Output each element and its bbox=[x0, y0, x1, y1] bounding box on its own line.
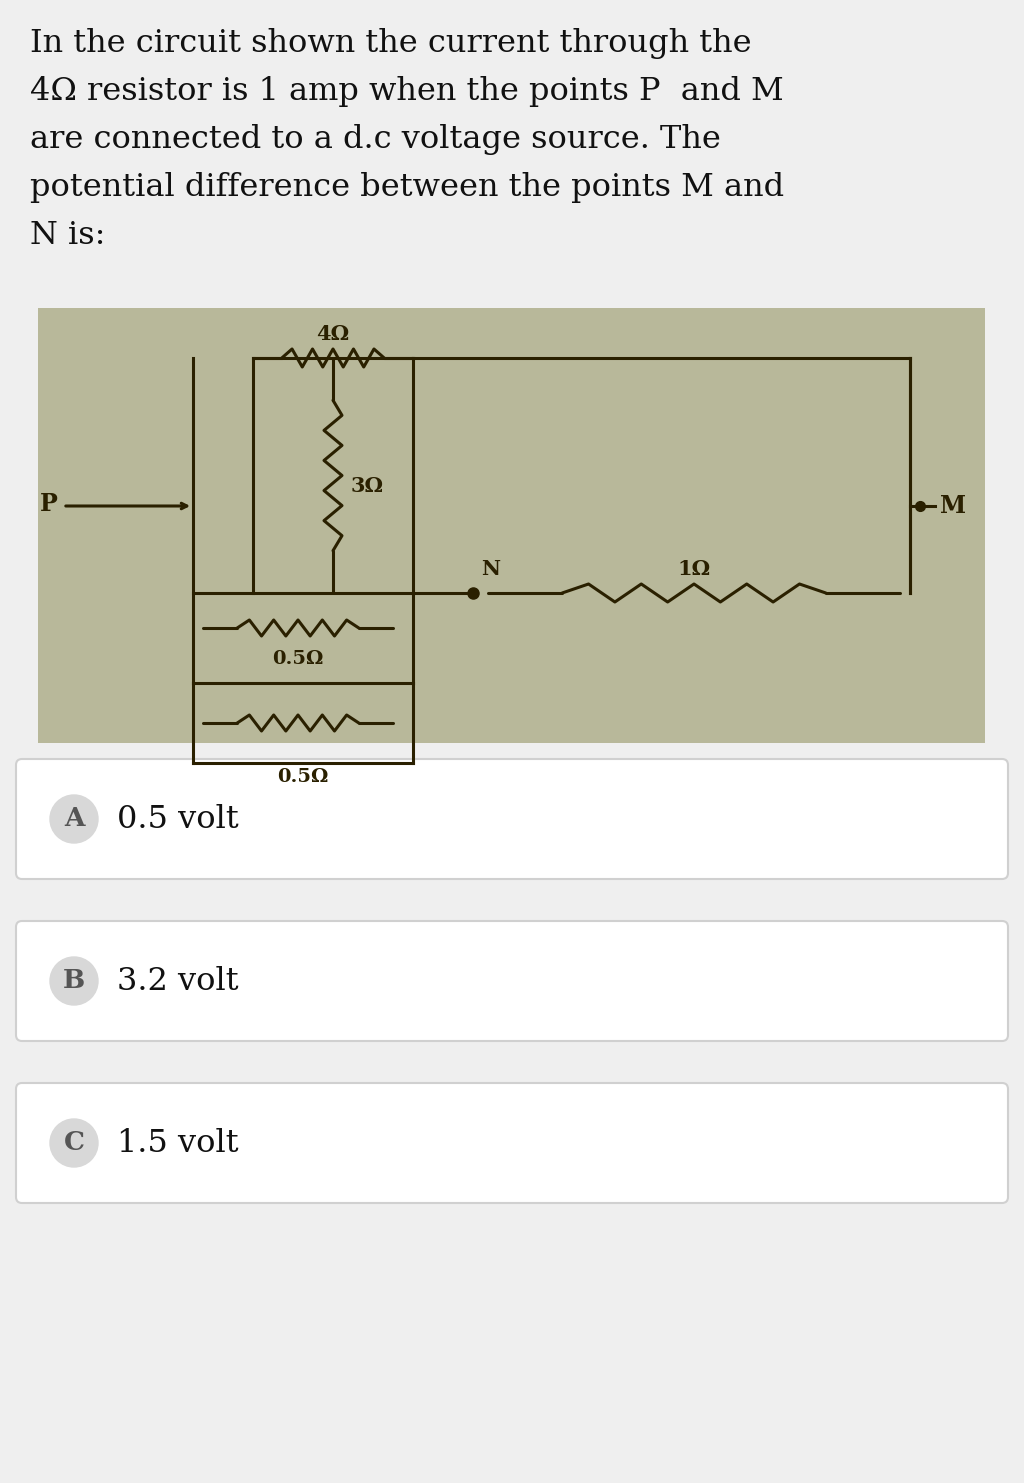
Text: 4Ω resistor is 1 amp when the points P  and M: 4Ω resistor is 1 amp when the points P a… bbox=[30, 76, 783, 107]
Text: 1Ω: 1Ω bbox=[677, 559, 711, 578]
Circle shape bbox=[50, 1120, 98, 1167]
FancyBboxPatch shape bbox=[16, 759, 1008, 879]
Bar bbox=[38, 308, 985, 743]
Circle shape bbox=[50, 957, 98, 1005]
Text: In the circuit shown the current through the: In the circuit shown the current through… bbox=[30, 28, 752, 59]
FancyBboxPatch shape bbox=[16, 921, 1008, 1041]
Text: potential difference between the points M and: potential difference between the points … bbox=[30, 172, 784, 203]
Text: C: C bbox=[63, 1130, 85, 1155]
Text: M: M bbox=[940, 494, 966, 518]
Text: 0.5Ω: 0.5Ω bbox=[272, 650, 324, 667]
Text: 4Ω: 4Ω bbox=[316, 323, 349, 344]
Text: 3Ω: 3Ω bbox=[351, 476, 384, 495]
Text: 3.2 volt: 3.2 volt bbox=[117, 965, 239, 997]
Text: N is:: N is: bbox=[30, 219, 105, 251]
Text: 1.5 volt: 1.5 volt bbox=[117, 1127, 239, 1158]
Circle shape bbox=[50, 795, 98, 842]
Text: N: N bbox=[481, 559, 500, 578]
Text: P: P bbox=[40, 492, 58, 516]
Text: 0.5 volt: 0.5 volt bbox=[117, 804, 239, 835]
FancyBboxPatch shape bbox=[16, 1083, 1008, 1203]
Text: 0.5Ω: 0.5Ω bbox=[278, 768, 329, 786]
Text: B: B bbox=[62, 968, 85, 994]
Text: A: A bbox=[63, 807, 84, 832]
Text: are connected to a d.c voltage source. The: are connected to a d.c voltage source. T… bbox=[30, 125, 721, 156]
